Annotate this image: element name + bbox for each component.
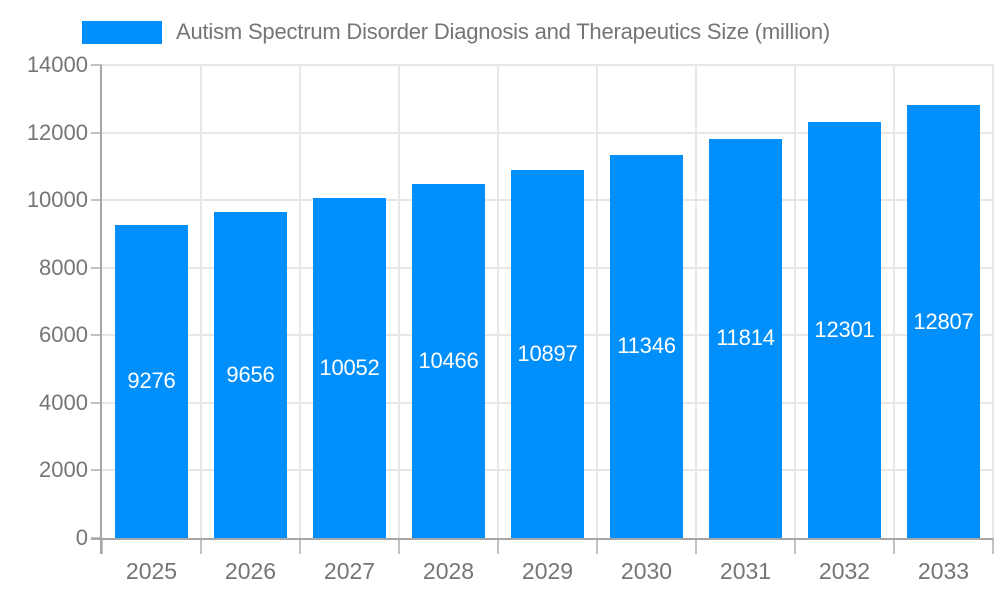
x-axis-tick-label: 2027 — [323, 558, 376, 584]
y-axis-tick-label: 4000 — [39, 389, 88, 415]
y-axis-tick-label: 0 — [75, 525, 88, 550]
bar-value-label: 9656 — [226, 361, 275, 387]
bar-value-label: 10897 — [517, 340, 578, 366]
x-axis-line — [91, 538, 993, 540]
x-axis-tick-label: 2033 — [917, 558, 970, 584]
bar[interactable]: 12301 — [808, 122, 881, 538]
y-axis-tick — [91, 131, 102, 134]
y-axis-tick-label: 14000 — [26, 52, 88, 77]
chart-legend[interactable]: Autism Spectrum Disorder Diagnosis and T… — [82, 19, 830, 45]
x-axis-tick-label: 2025 — [125, 558, 178, 584]
v-gridline — [695, 65, 697, 538]
v-gridline — [596, 65, 598, 538]
bar-value-label: 12301 — [814, 317, 875, 343]
x-axis-tick — [497, 538, 499, 554]
legend-label: Autism Spectrum Disorder Diagnosis and T… — [176, 19, 830, 44]
y-axis-tick-label: 2000 — [39, 457, 88, 483]
v-gridline — [893, 65, 895, 538]
bar-value-label: 12807 — [913, 308, 974, 334]
v-gridline — [200, 65, 202, 538]
x-axis-tick-label: 2026 — [224, 558, 277, 584]
y-axis-tick-label: 6000 — [39, 322, 88, 348]
bar-value-label: 11346 — [617, 333, 676, 359]
bar[interactable]: 10052 — [313, 198, 386, 538]
h-gridline — [102, 131, 993, 134]
y-axis-line — [100, 65, 102, 554]
x-axis-tick-label: 2032 — [818, 558, 871, 584]
bar[interactable]: 9276 — [115, 224, 188, 538]
legend-swatch — [82, 20, 162, 44]
y-axis-tick — [91, 401, 102, 404]
x-axis-tick — [893, 538, 895, 554]
x-axis-tick-label: 2028 — [422, 558, 475, 584]
bar-value-label: 10466 — [418, 348, 479, 374]
v-gridline — [299, 65, 301, 538]
y-axis-tick — [91, 469, 102, 472]
v-gridline — [497, 65, 499, 538]
y-axis-tick-label: 10000 — [26, 187, 88, 213]
h-gridline — [102, 64, 993, 66]
bar[interactable]: 9656 — [214, 211, 287, 538]
y-axis-tick — [91, 334, 102, 337]
x-axis-tick — [299, 538, 301, 554]
bar-value-label: 9276 — [127, 368, 176, 394]
y-axis-tick — [91, 64, 102, 66]
bar-value-label: 10052 — [319, 355, 380, 381]
bar[interactable]: 10466 — [412, 184, 485, 538]
x-axis-tick — [695, 538, 697, 554]
x-axis-tick — [101, 538, 103, 554]
x-axis-tick — [992, 538, 994, 554]
bar[interactable]: 12807 — [907, 105, 980, 538]
x-axis-tick — [794, 538, 796, 554]
x-axis-tick — [596, 538, 598, 554]
x-axis-tick-label: 2031 — [719, 558, 772, 584]
x-axis-tick-label: 2030 — [620, 558, 673, 584]
bar[interactable]: 10897 — [511, 169, 584, 538]
x-axis-tick-label: 2029 — [521, 558, 574, 584]
bar[interactable]: 11346 — [610, 154, 683, 538]
x-axis-tick — [200, 538, 202, 554]
y-axis-tick-label: 12000 — [26, 119, 88, 145]
v-gridline — [398, 65, 400, 538]
v-gridline — [992, 65, 994, 538]
y-axis-tick — [91, 199, 102, 202]
y-axis-tick — [91, 266, 102, 269]
v-gridline — [794, 65, 796, 538]
bar-value-label: 11814 — [716, 325, 775, 351]
y-axis-tick-label: 8000 — [39, 254, 88, 280]
bar[interactable]: 11814 — [709, 138, 782, 538]
x-axis-tick — [398, 538, 400, 554]
